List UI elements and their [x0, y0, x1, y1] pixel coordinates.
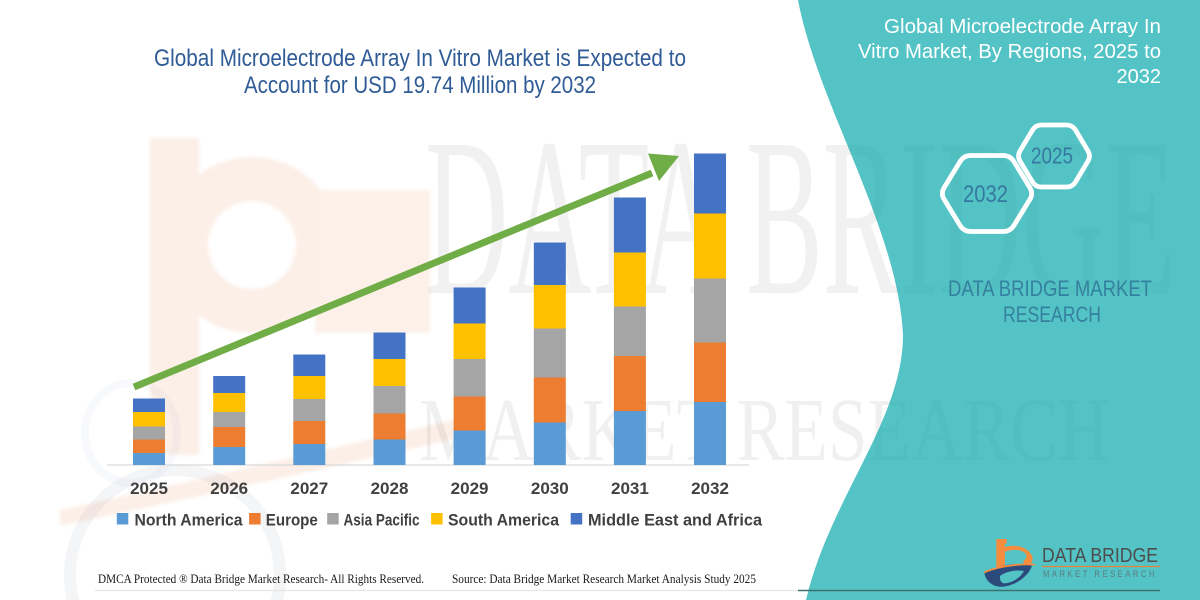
- svg-text:North America: North America: [135, 512, 244, 530]
- svg-text:DMCA Protected ® Data Bridge M: DMCA Protected ® Data Bridge Market Rese…: [98, 572, 424, 586]
- svg-text:2031: 2031: [611, 479, 649, 498]
- svg-text:2025: 2025: [1031, 143, 1073, 169]
- svg-text:2032: 2032: [691, 479, 729, 498]
- svg-text:2032: 2032: [963, 181, 1008, 208]
- svg-text:2028: 2028: [371, 479, 409, 498]
- svg-text:Global Microelectrode Array In: Global Microelectrode Array In: [884, 16, 1161, 38]
- svg-text:South America: South America: [448, 512, 560, 530]
- svg-text:Vitro Market, By Regions, 2025: Vitro Market, By Regions, 2025 to: [858, 41, 1161, 63]
- svg-text:2032: 2032: [1117, 66, 1162, 88]
- svg-text:Europe: Europe: [266, 512, 318, 530]
- svg-text:RESEARCH: RESEARCH: [1003, 302, 1101, 327]
- svg-text:DATA BRIDGE MARKET: DATA BRIDGE MARKET: [948, 276, 1152, 301]
- svg-text:Global Microelectrode Array In: Global Microelectrode Array In Vitro Mar…: [154, 45, 686, 72]
- svg-text:Account for USD 19.74 Million: Account for USD 19.74 Million by 2032: [244, 72, 596, 99]
- svg-text:2029: 2029: [451, 479, 489, 498]
- svg-text:DATA BRIDGE: DATA BRIDGE: [425, 92, 1175, 342]
- svg-text:Source: Data Bridge Market Res: Source: Data Bridge Market Research Mark…: [452, 572, 756, 586]
- svg-text:2030: 2030: [531, 479, 569, 498]
- svg-text:Middle East and Africa: Middle East and Africa: [588, 512, 763, 530]
- svg-text:Asia Pacific: Asia Pacific: [344, 512, 420, 530]
- svg-text:DATA BRIDGE: DATA BRIDGE: [1042, 545, 1158, 567]
- svg-text:2025: 2025: [130, 479, 168, 498]
- svg-text:MARKET RESEARCH: MARKET RESEARCH: [419, 379, 1109, 479]
- svg-text:2027: 2027: [290, 479, 328, 498]
- svg-text:2026: 2026: [210, 479, 248, 498]
- svg-text:MARKET RESEARCH: MARKET RESEARCH: [1043, 569, 1157, 579]
